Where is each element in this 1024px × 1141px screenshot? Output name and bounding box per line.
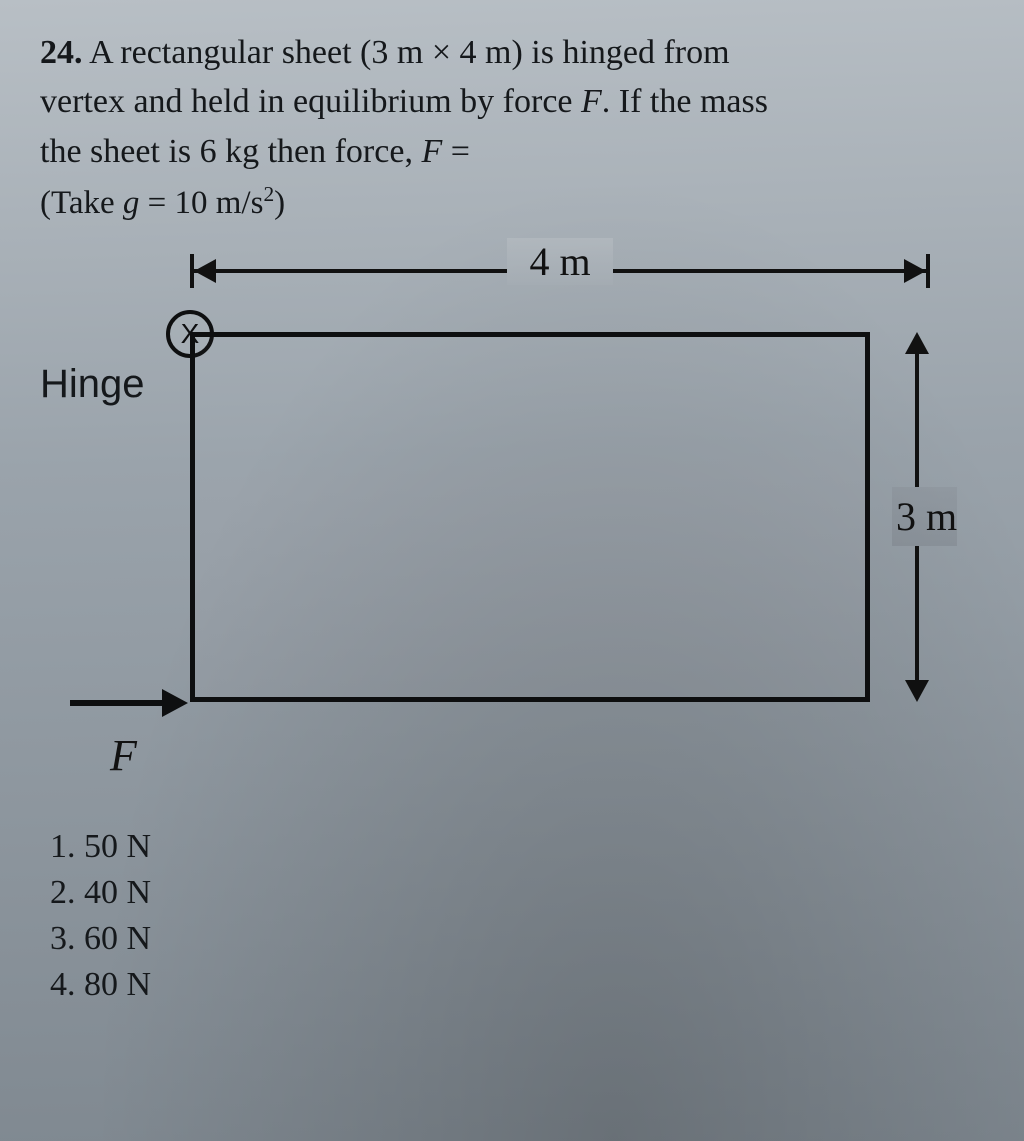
option-4[interactable]: 4. 80 N [50,962,1004,1008]
force-eq-lhs: F [421,133,442,170]
force-eq-rhs: = [442,133,470,170]
diagram: 4 m X Hinge 3 m F [80,252,960,812]
take-prefix: (Take [40,185,123,221]
dim-arrow-down-icon [905,680,929,702]
dimension-width: 4 m [190,252,930,292]
hinge-label: Hinge [40,362,145,407]
force-arrow-shaft [70,700,166,706]
question-number: 24. [40,34,83,71]
force-arrow-head-icon [162,689,188,717]
dim-width-label: 4 m [507,238,612,285]
take-suffix: ) [274,185,285,221]
question-line3a: the sheet is 6 kg then force, [40,133,421,170]
dimension-height: 3 m [898,332,938,702]
options-list: 1. 50 N 2. 40 N 3. 60 N 4. 80 N [50,824,1004,1008]
page: 24. A rectangular sheet (3 m × 4 m) is h… [0,0,1024,1141]
take-sup: 2 [263,182,274,206]
question-line1: A rectangular sheet (3 m × 4 m) is hinge… [83,34,730,71]
take-g: g [123,185,140,221]
option-1[interactable]: 1. 50 N [50,824,1004,870]
question-line2a: vertex and held in equilibrium by force [40,83,581,120]
rectangle-sheet [190,332,870,702]
option-2[interactable]: 2. 40 N [50,870,1004,916]
force-label: F [110,730,137,781]
option-3[interactable]: 3. 60 N [50,916,1004,962]
take-mid: = 10 m/s [139,185,263,221]
force-symbol-inline: F [581,83,602,120]
question-text: 24. A rectangular sheet (3 m × 4 m) is h… [40,28,1004,176]
take-line: (Take g = 10 m/s2) [40,182,1004,222]
dim-height-label: 3 m [892,487,957,546]
question-line2b: . If the mass [602,83,768,120]
force-arrow [70,684,200,724]
dim-width-label-wrap: 4 m [190,238,930,285]
